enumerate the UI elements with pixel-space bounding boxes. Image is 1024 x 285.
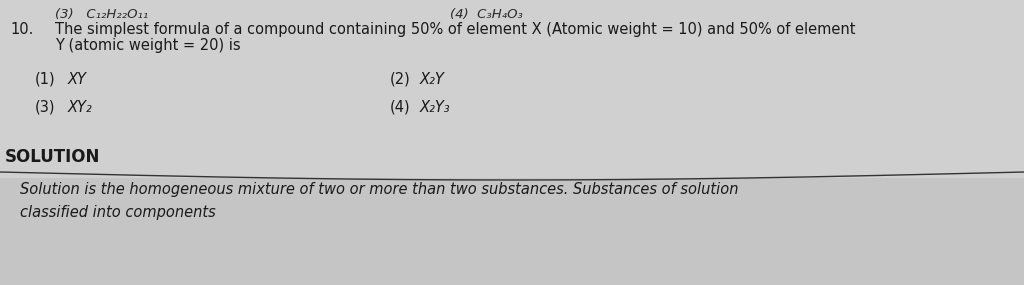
Text: (3): (3) [35, 100, 55, 115]
Text: XY₂: XY₂ [68, 100, 93, 115]
Text: XY: XY [68, 72, 87, 87]
Text: (3)   C₁₂H₂₂O₁₁: (3) C₁₂H₂₂O₁₁ [55, 8, 148, 21]
Text: SOLUTION: SOLUTION [5, 148, 100, 166]
Text: (4): (4) [390, 100, 411, 115]
Text: (1): (1) [35, 72, 55, 87]
Text: Y (atomic weight = 20) is: Y (atomic weight = 20) is [55, 38, 241, 53]
Text: X₂Y: X₂Y [420, 72, 444, 87]
Bar [0, 178, 1024, 285]
Text: classified into components: classified into components [20, 205, 216, 220]
Text: (2): (2) [390, 72, 411, 87]
Text: The simplest formula of a compound containing 50% of element X (Atomic weight = : The simplest formula of a compound conta… [55, 22, 855, 37]
Text: 10.: 10. [10, 22, 34, 37]
Text: X₂Y₃: X₂Y₃ [420, 100, 451, 115]
Text: (4)  C₃H₄O₃: (4) C₃H₄O₃ [450, 8, 523, 21]
Text: Solution is the homogeneous mixture of two or more than two substances. Substanc: Solution is the homogeneous mixture of t… [20, 182, 738, 197]
